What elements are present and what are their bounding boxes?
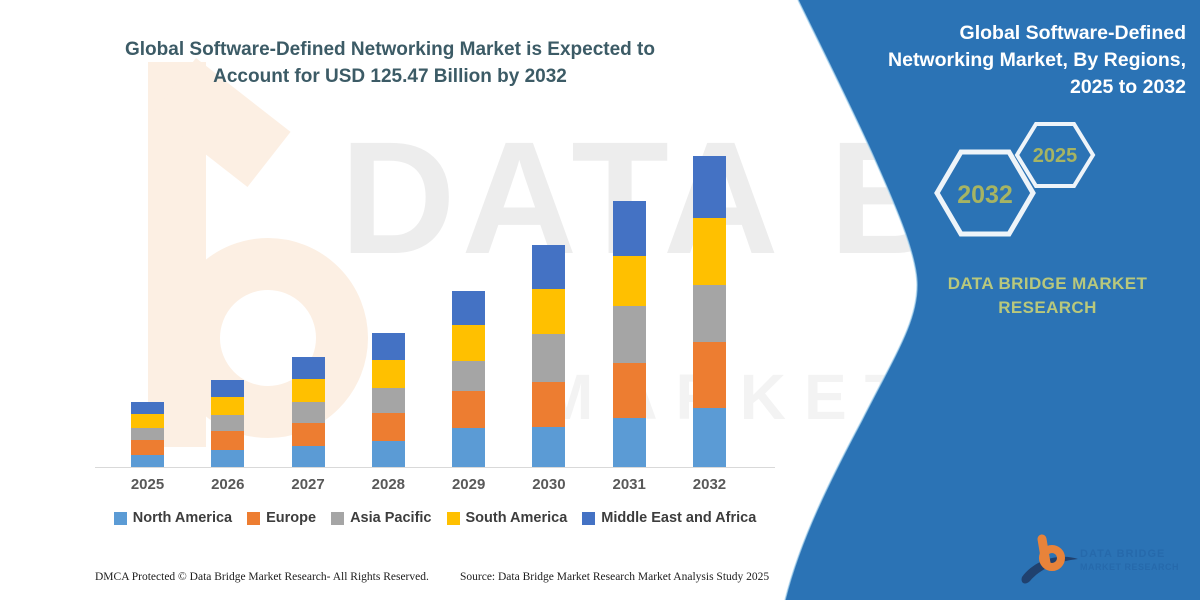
source-note: Source: Data Bridge Market Research Mark… — [460, 571, 770, 583]
dmca-notice: DMCA Protected © Data Bridge Market Rese… — [95, 571, 429, 583]
x-axis-labels: 2025 2026 2027 2028 2029 2030 2031 2032 — [131, 476, 726, 493]
bar-segment-south-america — [612, 255, 646, 306]
bar-segment-europe — [371, 412, 405, 441]
bar-2025 — [131, 402, 164, 468]
hexagon-2032 — [934, 149, 1036, 237]
legend-item-north-america: North America — [113, 510, 233, 526]
legend-label: Asia Pacific — [350, 510, 432, 526]
panel-title: Global Software-Defined Networking Marke… — [888, 22, 1186, 98]
bar-segment-north-america — [371, 440, 405, 468]
logo-text-line1: DATA BRIDGE — [1080, 548, 1166, 560]
panel-edge-highlight — [784, 0, 918, 600]
bar-segment-europe — [211, 431, 245, 451]
footer: DMCA Protected © Data Bridge Market Rese… — [95, 571, 785, 583]
hexagon-year-2032: 2032 — [957, 181, 1013, 209]
bar-segment-north-america — [532, 426, 566, 468]
bar-2026 — [211, 380, 245, 468]
bar-segment-europe — [452, 390, 486, 428]
x-axis-label-2027: 2027 — [291, 476, 325, 493]
bar-segment-north-america — [211, 450, 245, 468]
bar-2030 — [532, 244, 566, 468]
bar-2027 — [291, 357, 325, 468]
bar-segment-europe — [532, 381, 566, 427]
bar-segment-europe — [131, 440, 164, 456]
logo-b-bowl — [1039, 545, 1065, 571]
bar-segment-north-america — [692, 408, 726, 468]
bar-segment-north-america — [131, 455, 164, 468]
bar-segment-north-america — [452, 427, 486, 468]
brand-name: DATA BRIDGE MARKET RESEARCH — [905, 272, 1190, 320]
legend-swatch — [247, 511, 261, 525]
legend-label: South America — [465, 510, 568, 526]
bar-2031 — [612, 200, 646, 468]
bar-segment-asia-pacific — [291, 402, 325, 424]
legend-item-south-america: South America — [446, 510, 568, 526]
brand-line-1: DATA BRIDGE MARKET — [947, 274, 1148, 293]
brand-line-2: RESEARCH — [998, 298, 1097, 317]
bar-segment-south-america — [131, 414, 164, 429]
bar-segment-middle-east-and-africa — [211, 380, 245, 398]
legend-swatch — [331, 511, 345, 525]
bar-segment-middle-east-and-africa — [612, 200, 646, 256]
bar-segment-middle-east-and-africa — [532, 244, 566, 289]
bar-segment-middle-east-and-africa — [291, 357, 325, 380]
x-axis-label-2031: 2031 — [612, 476, 646, 493]
bar-segment-middle-east-and-africa — [371, 333, 405, 361]
bar-segment-south-america — [291, 379, 325, 403]
bar-segment-north-america — [612, 417, 646, 468]
bar-segment-asia-pacific — [612, 305, 646, 363]
bar-segment-middle-east-and-africa — [131, 402, 164, 415]
legend-item-asia-pacific: Asia Pacific — [331, 510, 432, 526]
bar-segment-europe — [291, 423, 325, 447]
bar-2028 — [371, 333, 405, 468]
bar-segment-south-america — [211, 397, 245, 416]
logo-text-line2: MARKET RESEARCH — [1080, 562, 1180, 572]
legend-swatch — [582, 511, 596, 525]
bar-segment-south-america — [692, 218, 726, 285]
bar-2029 — [452, 290, 486, 468]
legend-label: Middle East and Africa — [601, 510, 757, 526]
bar-segment-south-america — [532, 288, 566, 334]
bar-segment-south-america — [371, 360, 405, 388]
bar-segment-europe — [692, 342, 726, 408]
dbmr-logo — [1021, 534, 1078, 584]
bar-segment-asia-pacific — [211, 415, 245, 432]
x-axis-label-2028: 2028 — [371, 476, 406, 493]
x-axis-label-2032: 2032 — [692, 476, 727, 493]
bar-segment-middle-east-and-africa — [452, 290, 486, 325]
bar-segment-asia-pacific — [131, 428, 164, 441]
legend-label: Europe — [266, 510, 317, 526]
hexagon-2025 — [1014, 122, 1096, 188]
bar-segment-middle-east-and-africa — [692, 155, 726, 219]
x-axis-label-2029: 2029 — [451, 476, 486, 493]
bar-segment-asia-pacific — [371, 387, 405, 413]
hexagon-graphic — [934, 122, 1096, 237]
hexagon-year-2025: 2025 — [1032, 145, 1078, 167]
stacked-bar-chart — [131, 138, 726, 468]
legend-swatch — [446, 511, 460, 525]
chart-headline: Global Software-Defined Networking Marke… — [125, 39, 655, 87]
x-axis-label-2030: 2030 — [532, 476, 566, 493]
legend-item-europe: Europe — [247, 510, 316, 526]
bar-segment-south-america — [452, 324, 486, 361]
legend-item-middle-east-and-africa: Middle East and Africa — [582, 510, 756, 526]
x-axis-label-2026: 2026 — [211, 476, 245, 493]
bar-segment-europe — [612, 362, 646, 418]
bar-2032 — [692, 155, 726, 468]
x-axis-label-2025: 2025 — [130, 476, 165, 493]
x-axis-line — [95, 467, 775, 468]
legend-swatch — [113, 511, 127, 525]
legend-label: North America — [132, 510, 233, 526]
bar-segment-asia-pacific — [532, 333, 566, 382]
bar-segment-asia-pacific — [452, 360, 486, 391]
bar-segment-asia-pacific — [692, 285, 726, 343]
bar-segment-north-america — [291, 446, 325, 468]
chart-legend: North America Europe Asia Pacific South Ame… — [85, 510, 785, 526]
